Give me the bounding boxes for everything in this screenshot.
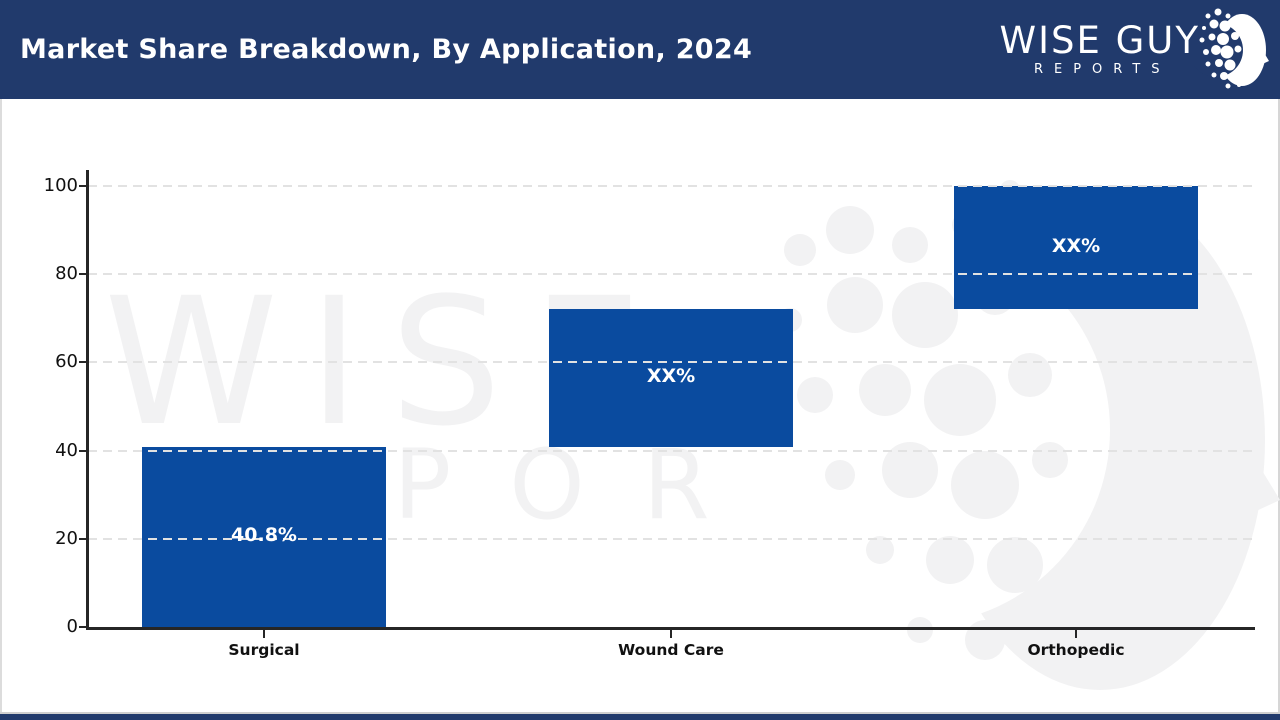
- gridline-100: [88, 185, 1255, 187]
- footer-hairline: [0, 712, 1280, 714]
- footer-bar: [0, 714, 1280, 720]
- logo-wordmark-line2: REPORTS: [1033, 62, 1171, 77]
- gridline-80: [88, 273, 1255, 276]
- y-tick-label-40: 40: [55, 439, 78, 461]
- y-tick-60: [79, 361, 87, 364]
- header-bar: Market Share Breakdown, By Application, …: [0, 0, 1280, 99]
- y-tick-label-0: 0: [66, 616, 78, 637]
- y-axis-line: [86, 170, 89, 629]
- logo-face-icon: [1194, 8, 1269, 88]
- bar-label-2: XX%: [646, 365, 696, 388]
- y-tick-0: [79, 626, 87, 628]
- chart-title: Market Share Breakdown, By Application, …: [20, 34, 753, 65]
- x-tick-2: [670, 629, 672, 638]
- y-tick-40: [79, 449, 87, 452]
- gridline-40: [88, 449, 1255, 452]
- y-tick-label-100: 100: [43, 175, 78, 196]
- y-tick-label-60: 60: [55, 351, 78, 373]
- y-tick-label-80: 80: [55, 263, 78, 285]
- x-axis-line: [86, 627, 1255, 630]
- bar-wound-care: [549, 309, 793, 448]
- x-tick-1: [263, 629, 265, 638]
- gridline-20: [88, 537, 1255, 540]
- logo-wordmark-line1: WISE GUY: [999, 19, 1200, 62]
- x-tick-label-2: Wound Care: [618, 641, 724, 659]
- y-tick-100: [79, 185, 87, 187]
- logo-wordmark: WISE GUY REPORTS: [1000, 22, 1200, 77]
- y-tick-20: [79, 537, 87, 540]
- x-tick-label-1: Surgical: [228, 641, 300, 659]
- bar-surgical: [142, 447, 386, 627]
- gridline-60: [88, 361, 1255, 364]
- wise-guy-logo: WISE GUY REPORTS: [1000, 6, 1270, 94]
- x-tick-3: [1075, 629, 1077, 638]
- watermark-face-icon: [760, 180, 1280, 690]
- bar-orthopedic: [954, 186, 1198, 310]
- x-tick-label-3: Orthopedic: [1027, 641, 1125, 659]
- bar-label-1: 40.8%: [231, 524, 297, 547]
- bar-label-3: XX%: [1051, 234, 1101, 257]
- y-tick-label-20: 20: [55, 527, 78, 549]
- y-tick-80: [79, 273, 87, 276]
